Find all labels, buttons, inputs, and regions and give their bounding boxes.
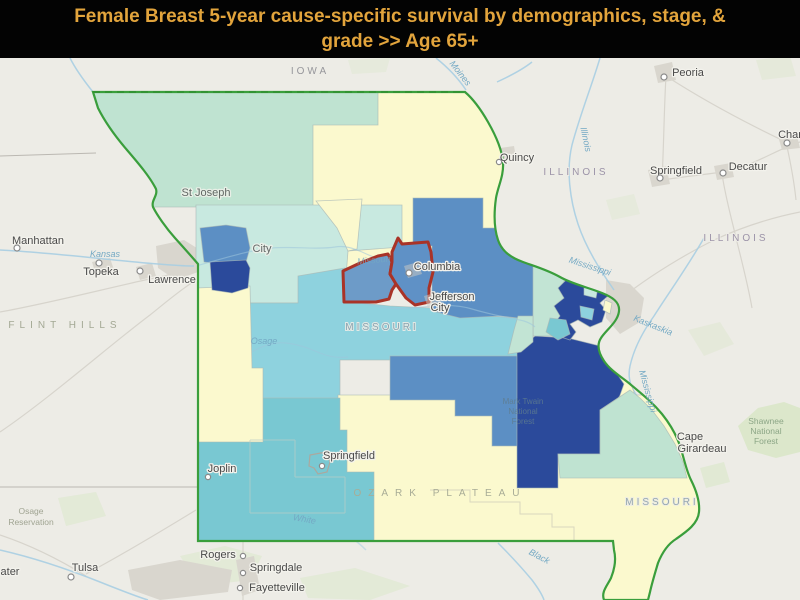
- city-marker-champaign: [783, 139, 791, 147]
- region-kansascity-navy[interactable]: [209, 259, 251, 294]
- label-osage-reservation-line1: Osage: [18, 506, 43, 516]
- city-marker-joplin: [204, 473, 212, 481]
- label-joplin: Joplin: [208, 463, 237, 475]
- label-columbia: Columbia: [414, 261, 461, 273]
- label-mark-twain-line1: Mark Twain: [503, 397, 544, 406]
- label-rogers: Rogers: [200, 549, 236, 561]
- region-stlouis-teal-bit[interactable]: [579, 305, 595, 321]
- label-cape-line1: Cape: [677, 431, 703, 443]
- label-shawnee-line2: National: [750, 426, 781, 436]
- label-springdale: Springdale: [250, 562, 303, 574]
- map-container[interactable]: IOWA ILLINOIS ILLINOIS MISSOURI MISSOURI…: [0, 58, 800, 600]
- slide-title-line1: Female Breast 5-year cause-specific surv…: [74, 6, 726, 27]
- label-st-joseph: St Joseph: [182, 187, 231, 199]
- label-shawnee-line1: Shawnee: [748, 416, 784, 426]
- city-marker-peoria: [660, 73, 668, 81]
- city-markers: [13, 73, 791, 592]
- label-river-white: White: [292, 512, 316, 526]
- region-stlouis-mint-b[interactable]: [507, 315, 534, 355]
- label-mark-twain-line2: National: [508, 407, 538, 416]
- city-marker-decatur: [719, 169, 727, 177]
- label-ozark-plateau: OZARK PLATEAU: [353, 488, 526, 499]
- region-cape-mint[interactable]: [557, 389, 688, 479]
- label-fayetteville: Fayetteville: [249, 582, 305, 594]
- label-jefferson-city-line2: City: [431, 302, 450, 314]
- label-mark-twain-line3: Forest: [512, 417, 535, 426]
- region-north-wedge[interactable]: [315, 198, 363, 252]
- forest-patches: [58, 58, 800, 600]
- label-champaign-partial: Char: [778, 129, 800, 141]
- label-shawnee-line3: Forest: [754, 436, 779, 446]
- label-lawrence: Lawrence: [148, 274, 196, 286]
- label-kansas-city-partial: City: [253, 243, 272, 255]
- city-marker-springfield-il: [656, 174, 664, 182]
- city-marker-quincy: [495, 158, 503, 166]
- city-marker-rogers: [239, 552, 247, 560]
- label-missouri-b: MISSOURI: [625, 497, 698, 508]
- springfield-county-outline: [308, 451, 331, 475]
- city-marker-columbia: [405, 269, 413, 277]
- label-cape-line2: Girardeau: [678, 443, 727, 455]
- label-tulsa: Tulsa: [72, 562, 99, 574]
- label-missouri-a: MISSOURI: [345, 322, 418, 333]
- city-marker-tulsa: [67, 573, 75, 581]
- city-marker-springfield-mo: [318, 462, 326, 470]
- label-osage-reservation-line2: Reservation: [8, 517, 54, 527]
- label-river-osage: Osage: [251, 336, 278, 346]
- title-bar: Female Breast 5-year cause-specific surv…: [0, 0, 800, 58]
- label-river-missouri: Missouri: [357, 253, 392, 266]
- city-marker-fayetteville: [236, 584, 244, 592]
- label-river-kansas: Kansas: [90, 249, 121, 259]
- label-iowa: IOWA: [291, 66, 329, 77]
- label-illinois-a: ILLINOIS: [543, 167, 608, 178]
- label-springfield-mo: Springfield: [323, 450, 375, 462]
- slide-title-line2: grade >> Age 65+: [321, 31, 479, 52]
- label-decatur: Decatur: [729, 161, 768, 173]
- label-manhattan: Manhattan: [12, 235, 64, 247]
- map-canvas[interactable]: IOWA ILLINOIS ILLINOIS MISSOURI MISSOURI…: [0, 58, 800, 600]
- city-marker-manhattan: [13, 244, 21, 252]
- label-flint-hills: FLINT HILLS: [8, 320, 121, 331]
- region-stlouis-yellow-bit[interactable]: [602, 299, 613, 315]
- state-borders-grey: [0, 152, 198, 488]
- label-springfield-il: Springfield: [650, 165, 702, 177]
- label-stillwater-partial: ater: [1, 566, 20, 578]
- city-marker-springdale: [239, 569, 247, 577]
- city-marker-lawrence: [136, 267, 144, 275]
- label-jefferson-city-line1: Jefferson: [429, 291, 474, 303]
- label-illinois-b: ILLINOIS: [703, 233, 768, 244]
- county-lines: [249, 439, 575, 541]
- label-quincy: Quincy: [500, 152, 535, 164]
- label-peoria: Peoria: [672, 67, 705, 79]
- region-stlouis-teal[interactable]: [545, 317, 571, 341]
- city-marker-topeka: [95, 259, 103, 267]
- label-topeka: Topeka: [83, 266, 119, 278]
